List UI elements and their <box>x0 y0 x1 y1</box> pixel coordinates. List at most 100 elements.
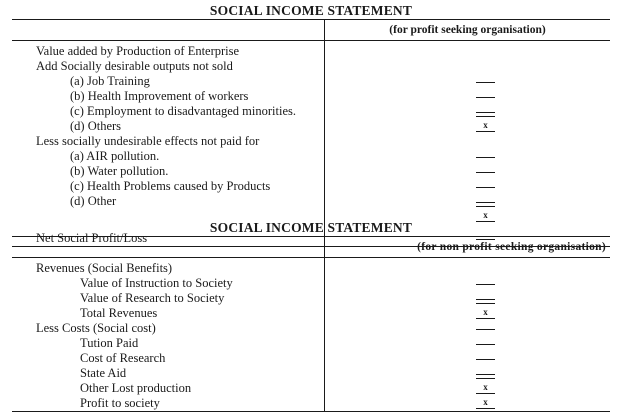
statement-row: Value of Research to Society <box>12 291 610 306</box>
value-dash-marker <box>474 336 498 351</box>
statement-body: Value added by Production of Enterprise A… <box>12 41 610 246</box>
dash-rule <box>476 239 495 240</box>
row-value <box>324 104 622 119</box>
document-page: SOCIAL INCOME STATEMENT (for profit seek… <box>12 2 610 412</box>
row-label: State Aid <box>80 366 127 380</box>
row-label: (c) Employment to disadvantaged minoriti… <box>70 104 296 118</box>
value-x-marker: x <box>474 306 498 321</box>
top-rule <box>12 19 610 20</box>
value-dash-marker <box>474 149 498 164</box>
row-value <box>324 164 622 179</box>
row-value <box>324 291 622 306</box>
column-caption: (for profit seeking organisation) <box>389 24 546 36</box>
statement-row: Tution Paid <box>12 336 610 351</box>
row-label: Net Social Profit/Loss <box>36 231 148 245</box>
row-label: Value of Instruction to Society <box>80 276 233 290</box>
value-x-marker: x <box>474 119 498 134</box>
statement-row: Revenues (Social Benefits) <box>12 261 610 276</box>
value-double-rule-marker <box>474 366 498 381</box>
row-value: x <box>324 119 622 134</box>
dash-rule <box>476 220 495 222</box>
dash-rule <box>476 187 495 188</box>
statement-row: Value of Instruction to Society <box>12 276 610 291</box>
statement-row: Net Social Profit/Loss <box>12 231 610 246</box>
value-x-marker: x <box>474 396 498 411</box>
value-dash-marker <box>474 276 498 291</box>
row-label: (d) Other <box>70 194 117 208</box>
caption-band: (for profit seeking organisation) <box>12 20 610 40</box>
row-label: Other Lost production <box>80 381 192 395</box>
column-divider <box>324 20 325 40</box>
row-value <box>324 59 622 74</box>
dash-rule <box>476 130 495 132</box>
row-value <box>324 74 622 89</box>
value-blank <box>474 44 498 59</box>
statement-row: (d) Other <box>12 194 610 209</box>
statement-row: x <box>12 209 610 224</box>
row-value <box>324 261 622 276</box>
statement-row: Less socially undesirable effects not pa… <box>12 134 610 149</box>
statement-row: Cost of Research <box>12 351 610 366</box>
value-double-rule-marker <box>474 104 498 119</box>
dash-rule <box>476 284 495 285</box>
value-blank <box>474 59 498 74</box>
value-dash-marker <box>474 89 498 104</box>
row-label: Add Socially desirable outputs not sold <box>36 59 233 73</box>
statement-block-nonprofit: SOCIAL INCOME STATEMENT (for non profit … <box>12 219 610 412</box>
statement-row: Total Revenues x <box>12 306 610 321</box>
value-dash-marker <box>474 321 498 336</box>
row-label: Profit to society <box>80 396 160 410</box>
dash-rule <box>476 317 495 319</box>
statement-body: Revenues (Social Benefits) Value of Instr… <box>12 258 610 411</box>
row-label: (a) Job Training <box>70 74 150 88</box>
row-value <box>324 44 622 59</box>
row-value <box>324 351 622 366</box>
value-double-rule-marker <box>474 194 498 209</box>
dash-rule <box>476 329 495 330</box>
row-label: Value added by Production of Enterprise <box>36 44 240 58</box>
dash-rule <box>476 202 495 203</box>
statement-row: State Aid <box>12 366 610 381</box>
dash-rule <box>476 97 495 98</box>
value-blank <box>474 134 498 149</box>
dash-rule <box>476 374 495 375</box>
row-value <box>324 149 622 164</box>
dash-rule <box>476 157 495 158</box>
statement-row: Value added by Production of Enterprise <box>12 44 610 59</box>
column-divider <box>324 258 325 411</box>
value-dash-marker <box>474 351 498 366</box>
row-value <box>324 134 622 149</box>
row-label: Value of Research to Society <box>80 291 225 305</box>
bottom-rule <box>12 246 610 247</box>
column-divider <box>324 41 325 246</box>
row-value: x <box>324 209 622 224</box>
statement-block-profit: SOCIAL INCOME STATEMENT (for profit seek… <box>12 2 610 247</box>
value-dash-marker <box>474 74 498 89</box>
row-label: (d) Others <box>70 119 122 133</box>
row-value <box>324 276 622 291</box>
statement-row: Add Socially desirable outputs not sold <box>12 59 610 74</box>
dash-rule <box>476 115 495 117</box>
x-glyph: x <box>483 307 488 317</box>
statement-title: SOCIAL INCOME STATEMENT <box>209 220 413 235</box>
caption-band: (for non profit seeking organisation) <box>12 237 610 257</box>
column-caption: (for non profit seeking organisation) <box>417 241 606 253</box>
row-value <box>324 194 622 209</box>
dash-rule <box>476 344 495 345</box>
column-divider <box>324 237 325 257</box>
row-value <box>324 231 622 246</box>
row-label: (c) Health Problems caused by Products <box>70 179 271 193</box>
row-value <box>324 89 622 104</box>
dash-rule <box>476 377 495 379</box>
statement-row: Less Costs (Social cost) <box>12 321 610 336</box>
row-label: (a) AIR pollution. <box>70 149 160 163</box>
row-label: Less socially undesirable effects not pa… <box>36 134 260 148</box>
row-label: Cost of Research <box>80 351 166 365</box>
statement-title: SOCIAL INCOME STATEMENT <box>209 3 413 18</box>
dash-rule <box>476 205 495 207</box>
value-dash-marker <box>474 164 498 179</box>
statement-row: (a) AIR pollution. <box>12 149 610 164</box>
caption-rule <box>12 40 610 41</box>
statement-row: (c) Employment to disadvantaged minoriti… <box>12 104 610 119</box>
statement-row: Profit to society x <box>12 396 610 411</box>
